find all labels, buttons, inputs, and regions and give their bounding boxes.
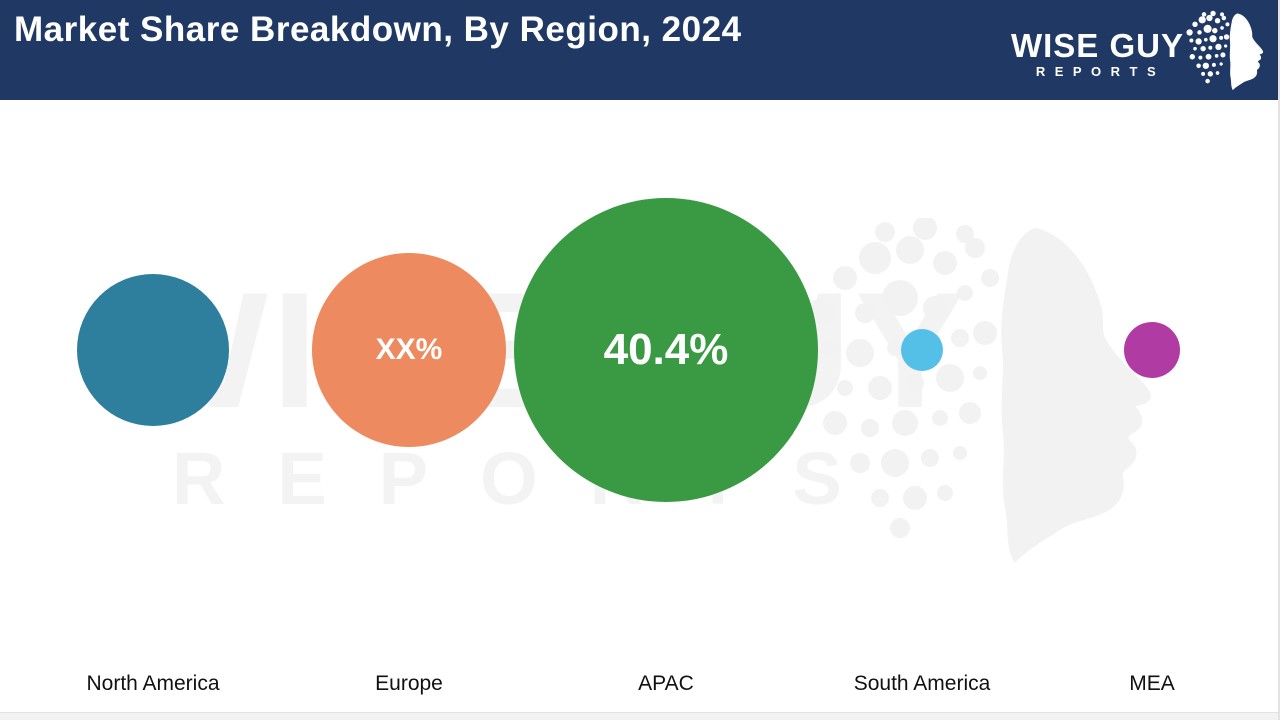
bubble-value-label: XX% bbox=[375, 333, 443, 366]
bubble-apac: 40.4% bbox=[514, 198, 818, 502]
brand-logo-text: WISE GUY REPORTS bbox=[1011, 29, 1184, 78]
watermark-head-icon bbox=[806, 218, 1151, 563]
region-label-north-america: North America bbox=[86, 672, 220, 695]
region-label-mea: MEA bbox=[1129, 672, 1175, 695]
brand-name: WISE GUY bbox=[1010, 26, 1184, 64]
bubble-mea bbox=[1124, 322, 1180, 378]
header-bar: Market Share Breakdown, By Region, 2024 … bbox=[0, 0, 1278, 100]
bubble-europe: XX% bbox=[312, 253, 506, 447]
region-label-south-america: South America bbox=[853, 672, 991, 695]
bubble-value-label: 40.4% bbox=[603, 325, 729, 374]
region-label-europe: Europe bbox=[375, 672, 443, 695]
page-title: Market Share Breakdown, By Region, 2024 bbox=[14, 10, 742, 49]
brand-tagline: REPORTS bbox=[1035, 63, 1166, 79]
bottom-edge-strip bbox=[0, 712, 1278, 720]
bubble-south-america bbox=[901, 329, 943, 371]
brand-head-icon bbox=[1186, 10, 1264, 91]
bubble-north-america bbox=[77, 274, 229, 426]
region-label-apac: APAC bbox=[638, 672, 694, 695]
brand-logo: WISE GUY REPORTS bbox=[1011, 2, 1268, 98]
bubble-chart: North America XX% Europe 40.4% APAC South Ame… bbox=[0, 100, 1278, 712]
